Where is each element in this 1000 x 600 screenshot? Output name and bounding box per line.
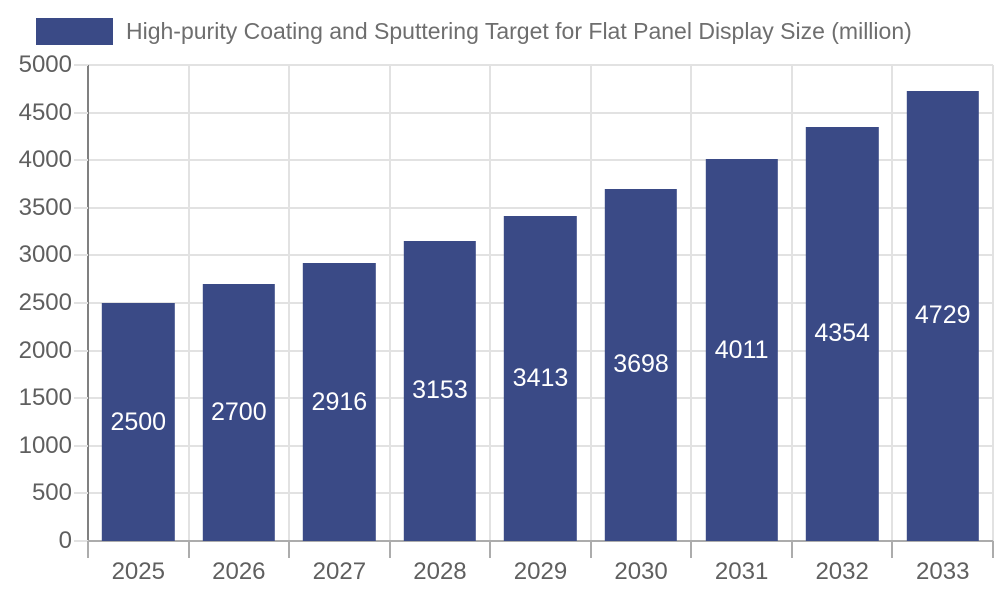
gridline-v <box>388 65 391 541</box>
x-tick-label: 2025 <box>111 558 165 585</box>
gridline-h <box>88 111 993 114</box>
y-tick-mark <box>74 111 88 114</box>
legend-swatch <box>36 18 113 45</box>
bars-row: 2500 2700 2916 3153 3413 3698 4011 4354 4729 <box>88 65 993 541</box>
gridline-v <box>187 65 190 541</box>
y-tick-label: 0 <box>58 527 72 554</box>
bar-slot: 3698 <box>591 65 692 541</box>
bar: 2700 <box>202 283 276 541</box>
bar-value-label: 2500 <box>110 407 167 436</box>
x-axis-labels: 2025 2026 2027 2028 2029 2030 2031 2032 2033 <box>88 560 993 590</box>
y-tick-mark <box>74 159 88 162</box>
bar-slot: 4354 <box>792 65 893 541</box>
bar-slot: 2916 <box>289 65 390 541</box>
bar: 3413 <box>504 216 577 541</box>
y-tick-mark <box>74 302 88 304</box>
gridline-v <box>288 65 291 541</box>
y-tick-label: 2000 <box>18 336 72 364</box>
x-tick-mark <box>790 541 793 558</box>
y-tick-label: 4500 <box>18 98 72 126</box>
gridline-h <box>88 64 993 66</box>
y-tick-mark <box>74 540 88 542</box>
gridline-v <box>589 65 592 541</box>
x-tick-mark <box>87 541 89 558</box>
y-tick-label: 1500 <box>18 384 72 412</box>
gridline-v <box>992 65 994 541</box>
y-tick-mark <box>74 206 88 209</box>
y-tick-mark <box>74 254 88 257</box>
x-tick-mark <box>992 541 994 558</box>
chart-legend: High-purity Coating and Sputtering Targe… <box>36 18 912 45</box>
x-tick-label: 2030 <box>614 558 668 585</box>
y-tick-label: 5000 <box>18 51 72 78</box>
bar: 3153 <box>403 240 477 541</box>
y-tick-mark <box>74 397 88 400</box>
y-tick-label: 3500 <box>18 193 72 221</box>
x-tick-mark <box>589 541 592 558</box>
bar-slot: 4729 <box>892 65 993 541</box>
bar-slot: 2700 <box>189 65 290 541</box>
x-tick-label: 2033 <box>916 558 970 585</box>
y-tick-label: 4000 <box>18 146 72 174</box>
chart-title: High-purity Coating and Sputtering Targe… <box>126 18 912 44</box>
bar-value-label: 2700 <box>210 397 267 426</box>
y-tick-mark <box>74 349 88 352</box>
x-tick-label: 2028 <box>413 558 467 585</box>
gridline-h <box>88 159 993 162</box>
x-axis-line <box>88 540 993 542</box>
y-tick-label: 1000 <box>18 431 72 459</box>
gridline-v <box>891 65 894 541</box>
bar: 4729 <box>906 90 979 541</box>
x-tick-mark <box>690 541 693 558</box>
x-axis-ticks <box>87 541 994 558</box>
x-tick-mark <box>187 541 190 558</box>
gridline-v <box>790 65 793 541</box>
y-tick-label: 500 <box>31 479 72 507</box>
bar-slot: 3413 <box>490 65 591 541</box>
bar-value-label: 4729 <box>914 301 971 330</box>
y-tick-label: 3000 <box>18 241 72 269</box>
x-tick-mark <box>489 541 492 558</box>
gridline-v <box>489 65 492 541</box>
bar: 4354 <box>805 126 879 541</box>
gridline-v <box>690 65 693 541</box>
y-axis-line <box>87 65 89 541</box>
x-tick-label: 2026 <box>212 558 266 585</box>
gridline-h <box>88 206 993 209</box>
bar: 2916 <box>303 263 376 541</box>
bar-value-label: 4011 <box>714 335 769 364</box>
bar-value-label: 3698 <box>613 350 669 379</box>
x-tick-label: 2031 <box>714 558 769 585</box>
y-tick-label: 2500 <box>18 289 72 316</box>
bar: 3698 <box>604 188 678 541</box>
x-tick-label: 2029 <box>513 558 568 585</box>
y-tick-mark <box>74 492 88 495</box>
x-tick-mark <box>891 541 894 558</box>
bar-value-label: 2916 <box>311 387 368 416</box>
bar-slot: 4011 <box>691 65 792 541</box>
bar-value-label: 3413 <box>512 364 569 393</box>
x-tick-label: 2027 <box>312 558 367 585</box>
y-tick-mark <box>74 64 88 66</box>
x-tick-mark <box>288 541 291 558</box>
bar: 2500 <box>102 303 175 541</box>
bar-slot: 3153 <box>390 65 491 541</box>
bar-value-label: 3153 <box>412 376 468 405</box>
y-tick-mark <box>74 444 88 447</box>
bar-value-label: 4354 <box>814 319 870 348</box>
x-tick-label: 2032 <box>815 558 869 585</box>
plot-area: 2500 2700 2916 3153 3413 3698 4011 4354 4729 <box>87 64 994 542</box>
y-axis-labels: 0 500 1000 1500 2000 2500 3000 3500 4000 4500 5000 <box>0 53 74 553</box>
y-axis-ticks <box>74 64 88 542</box>
bar-slot: 2500 <box>88 65 189 541</box>
x-tick-mark <box>388 541 391 558</box>
bar: 4011 <box>705 159 778 541</box>
